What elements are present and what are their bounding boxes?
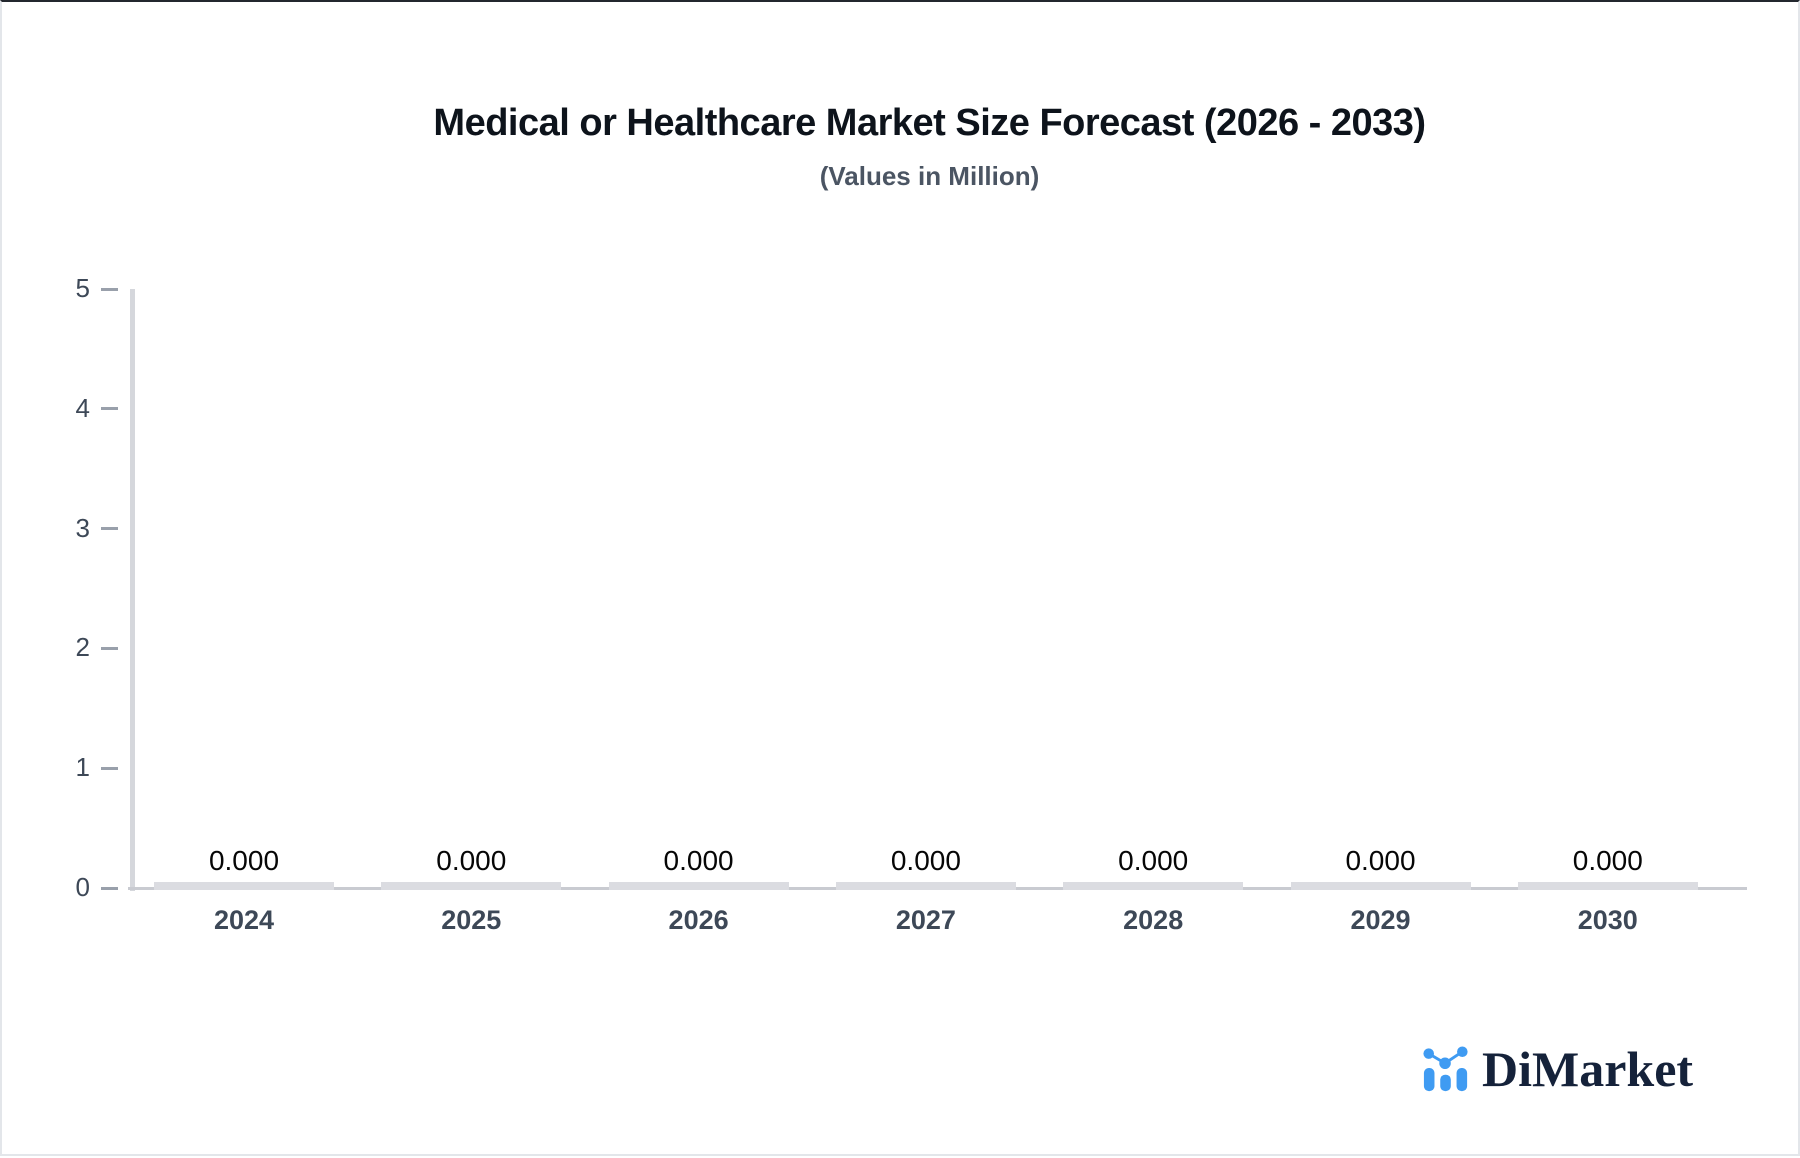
x-axis-category-label: 2026: [668, 905, 729, 935]
x-axis-category-label: 2030: [1577, 905, 1638, 935]
bar-value-label: 0.000: [890, 845, 961, 876]
bar-value-label: 0.000: [1345, 845, 1416, 876]
bar-value-label: 0.000: [663, 845, 734, 876]
y-axis-tick-label: 2: [75, 632, 90, 663]
bar-2026: [608, 882, 789, 890]
y-axis-tick: [101, 646, 118, 650]
x-axis-category-label: 2027: [895, 905, 956, 935]
y-axis-tick-label: 5: [75, 273, 90, 303]
y-axis-line: [130, 289, 135, 891]
bar-2025: [381, 882, 562, 890]
logo-text: DiMarket: [1482, 1041, 1694, 1097]
bar-value-label: 0.000: [1572, 845, 1643, 876]
chart-title: Medical or Healthcare Market Size Foreca…: [433, 102, 1426, 144]
y-axis-tick-label: 1: [75, 752, 90, 783]
bar-2024: [154, 882, 334, 890]
y-axis-tick: [101, 287, 118, 291]
x-axis-category-label: 2029: [1350, 905, 1411, 935]
y-axis-tick: [101, 886, 118, 890]
chart-header: Medical or Healthcare Market Size Foreca…: [132, 102, 1727, 192]
dimarket-logo: DiMarket: [1422, 1042, 1693, 1096]
y-axis-tick-label: 4: [75, 392, 90, 423]
bar-2029: [1290, 882, 1471, 890]
bar-value-label: 0.000: [1118, 845, 1189, 876]
y-axis-tick: [101, 407, 118, 411]
chart-subtitle: (Values in Million): [819, 161, 1040, 191]
bar-value-label: 0.000: [208, 845, 280, 876]
x-axis-category-label: 2025: [441, 905, 502, 935]
y-axis-tick: [101, 766, 118, 770]
x-axis-category-label: 2028: [1123, 905, 1184, 935]
bar-2027: [835, 882, 1016, 890]
bar-2028: [1063, 882, 1244, 890]
y-axis-tick-label: 0: [75, 872, 90, 902]
x-axis-category-label: 2024: [213, 905, 275, 935]
y-axis-tick: [101, 527, 118, 531]
bar-line-chart-icon: [1422, 1045, 1470, 1093]
bar-value-label: 0.000: [436, 845, 507, 876]
bar-2030: [1517, 882, 1698, 890]
y-axis-tick-label: 3: [75, 512, 90, 543]
